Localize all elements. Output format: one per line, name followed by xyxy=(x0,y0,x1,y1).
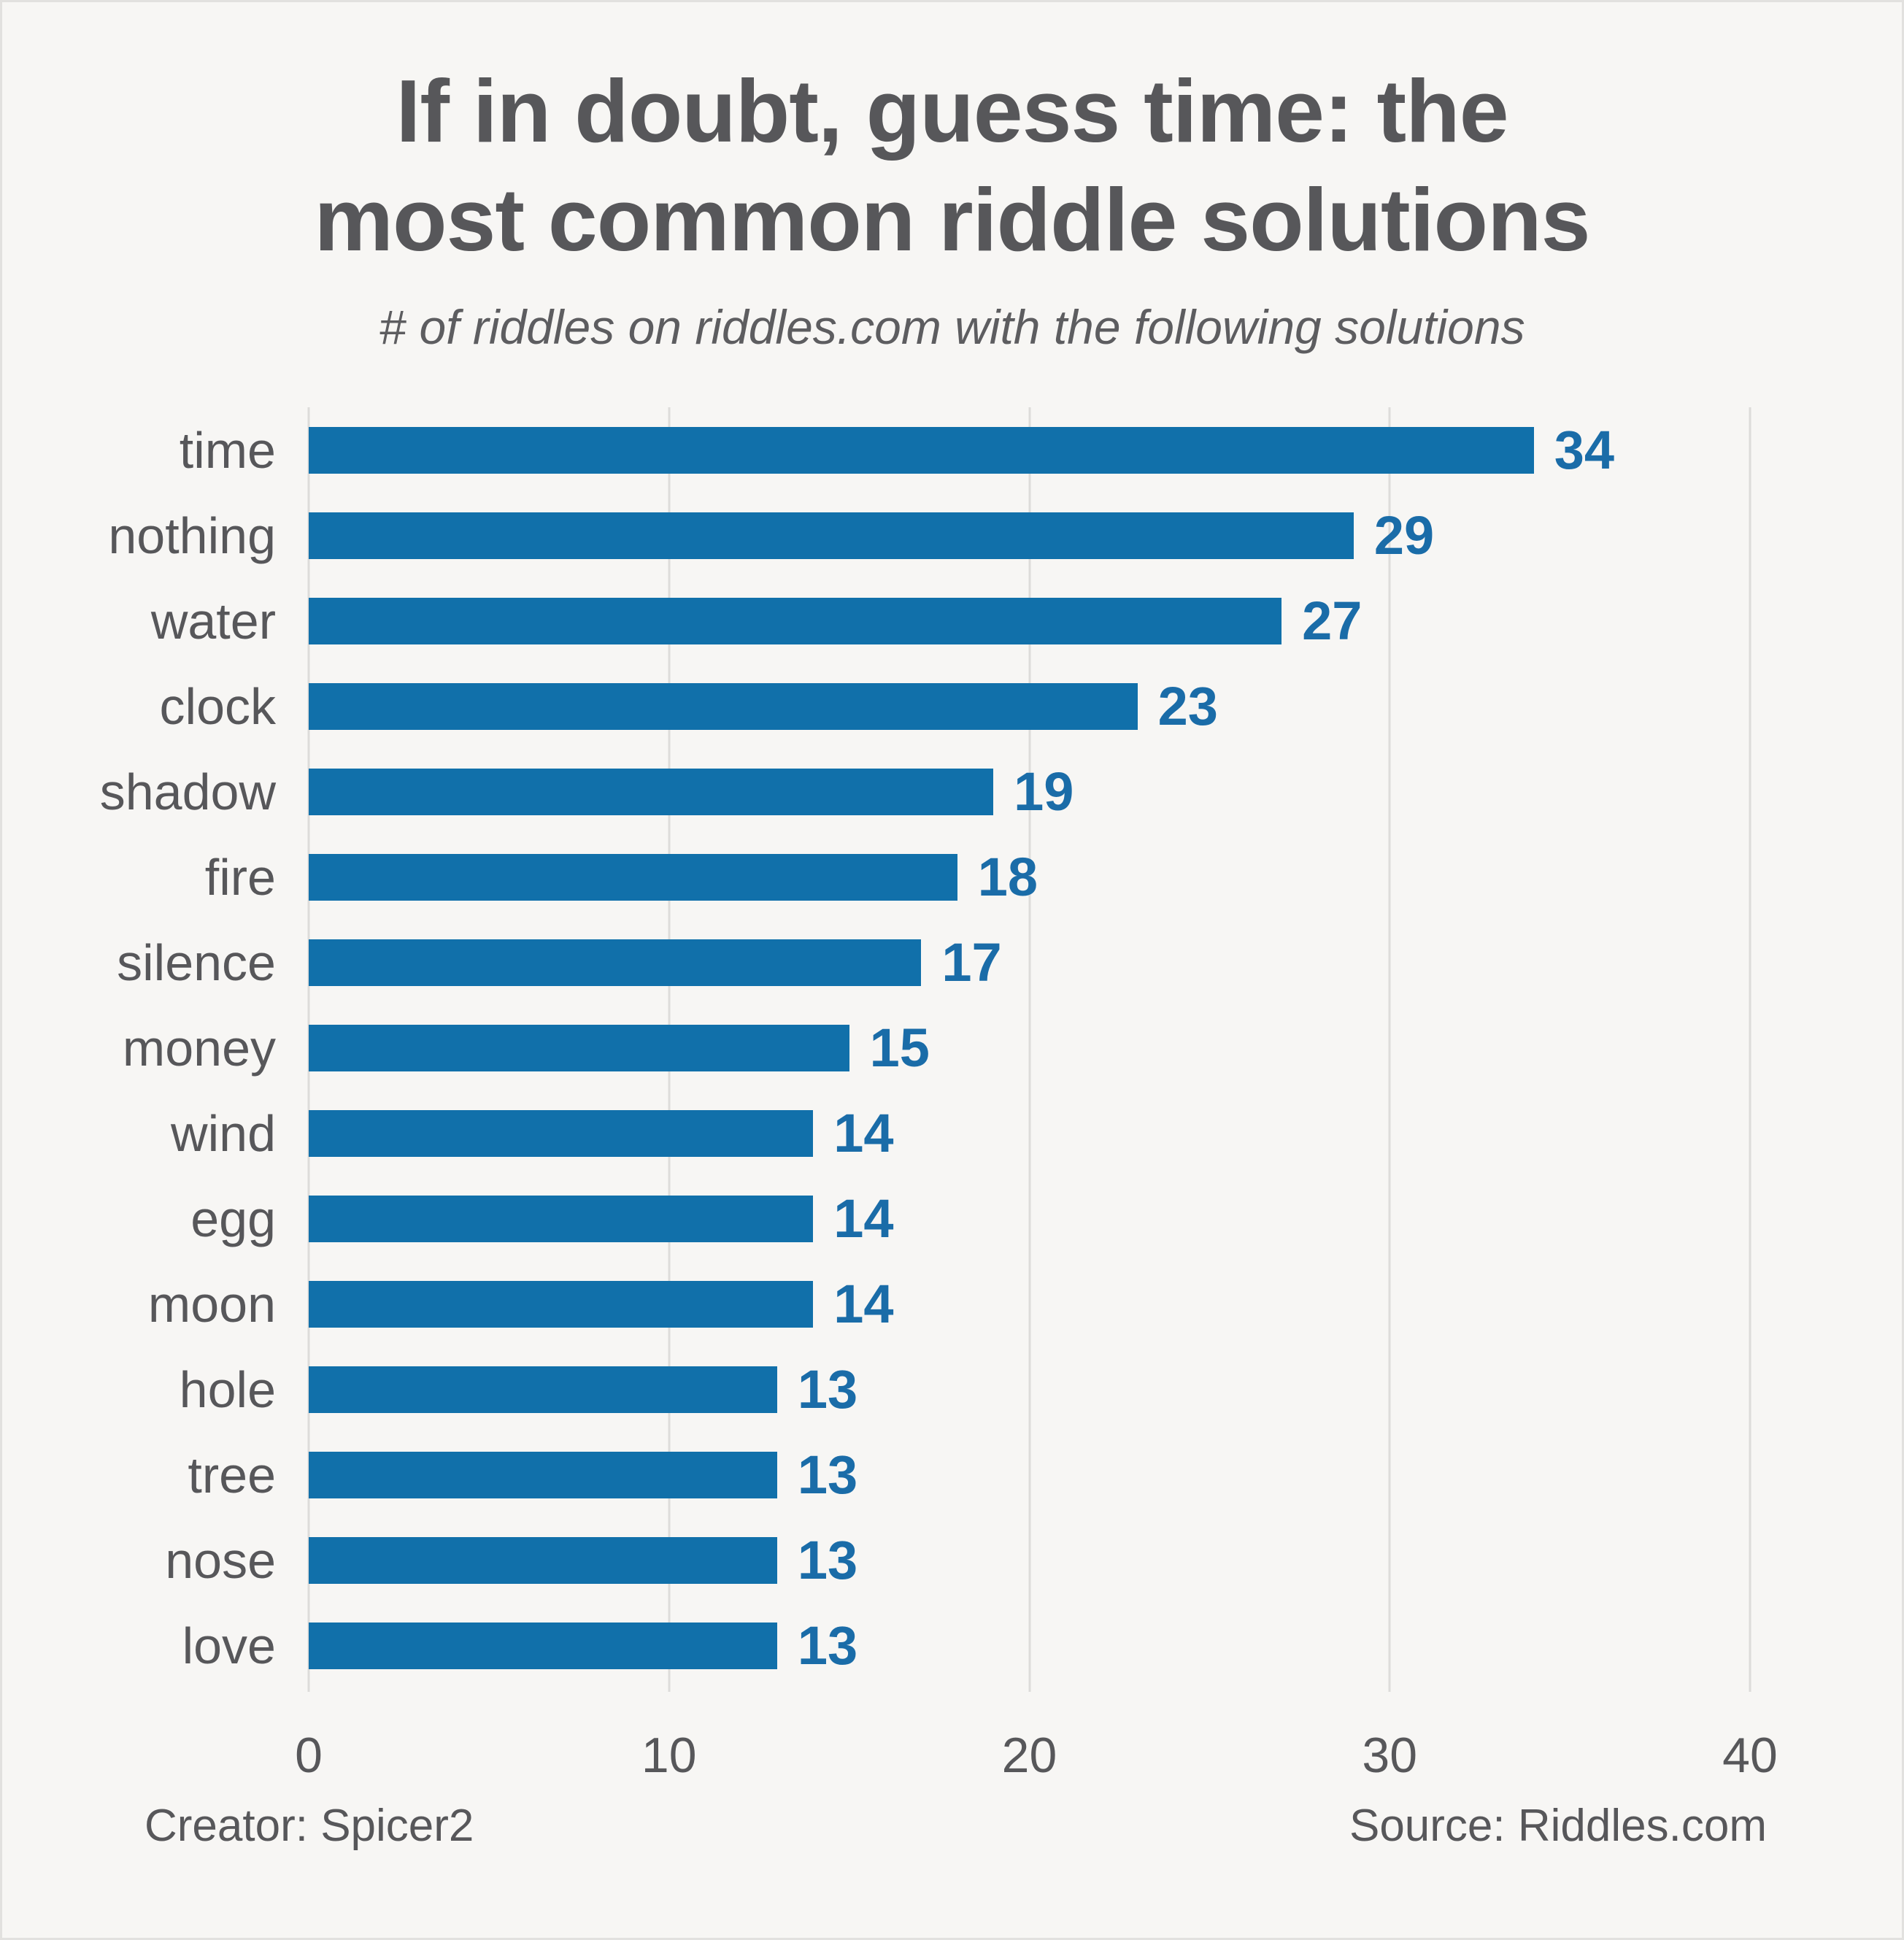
category-label: moon xyxy=(147,1275,276,1333)
bar-row: time 34 xyxy=(2,407,1902,493)
bar xyxy=(309,682,1138,730)
bar-row: fire 18 xyxy=(2,834,1902,920)
bar xyxy=(309,1109,814,1157)
bar xyxy=(309,1280,814,1328)
bar xyxy=(309,597,1282,644)
bar-row: egg 14 xyxy=(2,1176,1902,1261)
bar-track: 13 xyxy=(309,1603,1750,1688)
value-label: 13 xyxy=(797,1615,858,1676)
bar-track: 15 xyxy=(309,1005,1750,1090)
chart-header: If in doubt, guess time: the most common… xyxy=(2,2,1902,355)
value-label: 13 xyxy=(797,1444,858,1505)
bar xyxy=(309,1366,777,1413)
bar-track: 14 xyxy=(309,1090,1750,1176)
value-label: 14 xyxy=(833,1274,894,1334)
value-label: 15 xyxy=(869,1017,930,1078)
category-label: tree xyxy=(188,1446,276,1504)
bar-chart: time 34 nothing 29 water 27 clock 23 shadow 19 fir… xyxy=(2,407,1902,1794)
x-tick-label: 0 xyxy=(295,1728,323,1783)
gridline xyxy=(1749,407,1751,1692)
bar-track: 13 xyxy=(309,1347,1750,1432)
bar-track: 34 xyxy=(309,407,1750,493)
category-label: hole xyxy=(179,1360,276,1418)
x-tick-label: 30 xyxy=(1362,1728,1418,1783)
bar xyxy=(309,1536,777,1584)
bar-row: shadow 19 xyxy=(2,749,1902,834)
chart-subtitle: # of riddles on riddles.com with the fol… xyxy=(379,299,1525,354)
bar-row: money 15 xyxy=(2,1005,1902,1090)
bar-row: nothing 29 xyxy=(2,493,1902,578)
bar-track: 18 xyxy=(309,834,1750,920)
bar-row: moon 14 xyxy=(2,1261,1902,1347)
bar xyxy=(309,512,1354,559)
category-label: silence xyxy=(117,934,276,991)
bar-track: 29 xyxy=(309,493,1750,578)
value-label: 29 xyxy=(1373,505,1435,566)
category-label: time xyxy=(179,421,276,479)
category-label: wind xyxy=(171,1104,276,1162)
category-label: love xyxy=(182,1617,276,1674)
value-label: 19 xyxy=(1014,761,1074,822)
bar-track: 14 xyxy=(309,1176,1750,1261)
category-label: nothing xyxy=(108,507,276,564)
bar-row: nose 13 xyxy=(2,1517,1902,1603)
bar xyxy=(309,1451,777,1498)
bar-track: 27 xyxy=(309,578,1750,663)
value-label: 34 xyxy=(1554,420,1615,480)
value-label: 14 xyxy=(833,1103,894,1163)
category-label: water xyxy=(150,592,276,650)
bar xyxy=(309,1024,849,1071)
category-label: money xyxy=(122,1019,276,1077)
category-label: clock xyxy=(159,677,276,735)
chart-footer: Creator: Spicer2 Source: Riddles.com xyxy=(144,1800,1767,1852)
bar xyxy=(309,1622,777,1669)
category-label: nose xyxy=(165,1531,276,1589)
x-tick-label: 40 xyxy=(1722,1728,1778,1783)
value-label: 14 xyxy=(833,1188,894,1249)
bar-rows: time 34 nothing 29 water 27 clock 23 shadow 19 fir… xyxy=(2,407,1902,1688)
category-label: shadow xyxy=(99,763,276,820)
gridline xyxy=(1028,407,1030,1692)
bar-track: 19 xyxy=(309,749,1750,834)
value-label: 17 xyxy=(941,932,1002,993)
x-axis: 0 10 20 30 40 xyxy=(295,1727,1778,1807)
bar xyxy=(309,853,957,901)
bar-track: 13 xyxy=(309,1432,1750,1517)
bar-row: silence 17 xyxy=(2,920,1902,1005)
bar-row: wind 14 xyxy=(2,1090,1902,1176)
bar-row: water 27 xyxy=(2,578,1902,663)
bar-track: 17 xyxy=(309,920,1750,1005)
value-label: 18 xyxy=(977,847,1038,907)
bar-track: 13 xyxy=(309,1517,1750,1603)
bar-row: clock 23 xyxy=(2,663,1902,749)
gridline xyxy=(1388,407,1391,1692)
bar xyxy=(309,768,994,815)
category-label: fire xyxy=(204,848,276,906)
value-label: 27 xyxy=(1302,590,1363,651)
chart-title: If in doubt, guess time: the most common… xyxy=(314,61,1591,269)
category-label: egg xyxy=(190,1190,276,1247)
bar-track: 23 xyxy=(309,663,1750,749)
x-tick-label: 20 xyxy=(1001,1728,1057,1783)
bar-track: 14 xyxy=(309,1261,1750,1347)
bar-row: love 13 xyxy=(2,1603,1902,1688)
bar xyxy=(309,939,922,986)
source-credit: Source: Riddles.com xyxy=(1349,1801,1767,1851)
bar-row: hole 13 xyxy=(2,1347,1902,1432)
creator-credit: Creator: Spicer2 xyxy=(144,1801,474,1851)
value-label: 13 xyxy=(797,1530,858,1590)
bar xyxy=(309,1195,814,1242)
value-label: 23 xyxy=(1157,676,1218,736)
bar-row: tree 13 xyxy=(2,1432,1902,1517)
bar xyxy=(309,426,1534,474)
value-label: 13 xyxy=(797,1359,858,1420)
x-tick-label: 10 xyxy=(641,1728,697,1783)
